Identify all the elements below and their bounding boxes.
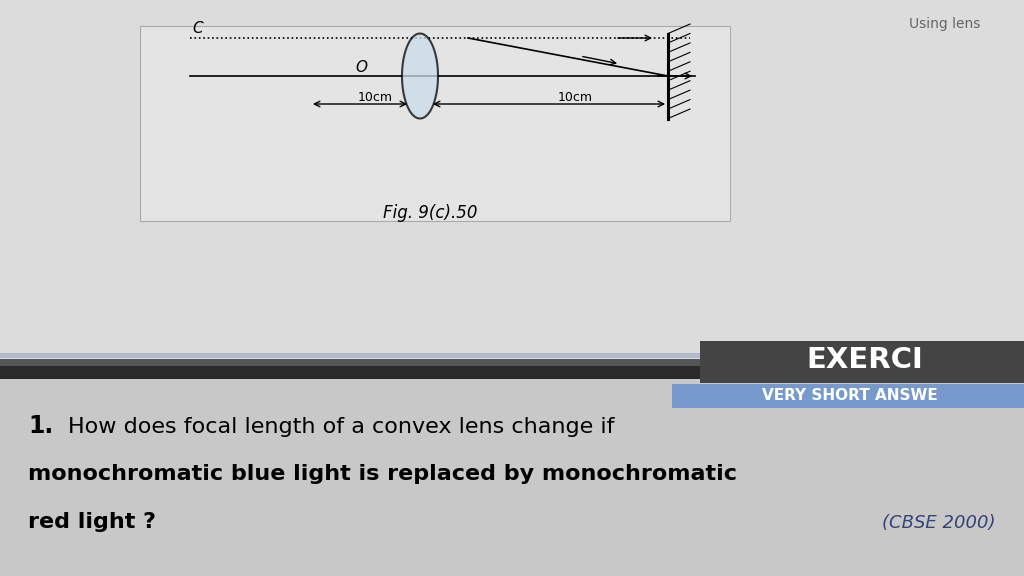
Text: C: C [193,21,203,36]
Text: How does focal length of a convex lens change if: How does focal length of a convex lens c… [68,417,614,437]
Bar [0,353,1024,358]
FancyBboxPatch shape [672,384,1024,408]
Text: Fig. 9(c).50: Fig. 9(c).50 [383,204,477,222]
Bar [0,361,700,379]
Bar [0,359,700,366]
Text: VERY SHORT ANSWE: VERY SHORT ANSWE [762,388,938,403]
Text: O: O [355,60,367,75]
FancyBboxPatch shape [140,26,730,221]
FancyBboxPatch shape [700,341,1024,383]
Polygon shape [0,354,1024,576]
Polygon shape [0,0,1024,376]
Text: 1.: 1. [28,414,53,438]
Text: Using lens: Using lens [908,17,980,31]
Text: EXERCI: EXERCI [807,346,924,374]
Text: monochromatic blue light is replaced by monochromatic: monochromatic blue light is replaced by … [28,464,737,484]
Text: red light ?: red light ? [28,512,156,532]
Text: (CBSE 2000): (CBSE 2000) [882,514,995,532]
Polygon shape [402,33,438,119]
Text: 10cm: 10cm [557,91,593,104]
Bar [668,33,690,119]
Text: 10cm: 10cm [357,91,392,104]
